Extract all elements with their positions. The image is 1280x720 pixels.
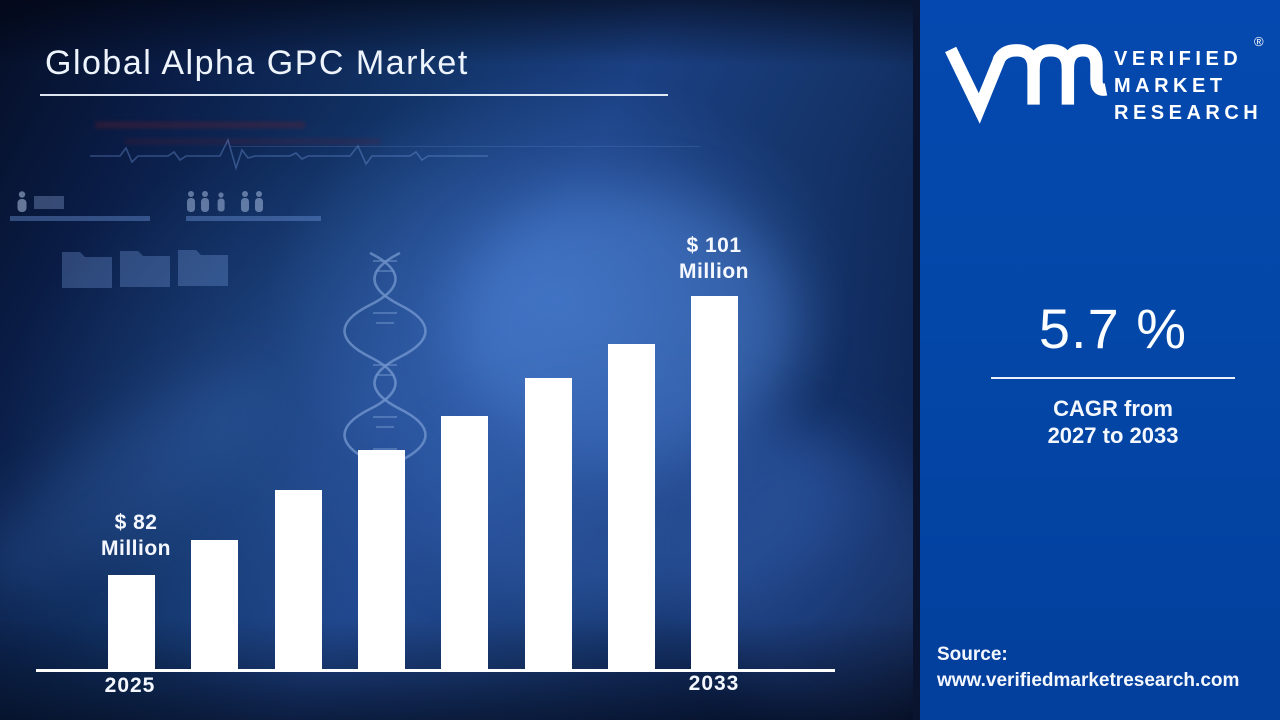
source-url: www.verifiedmarketresearch.com xyxy=(937,670,1240,691)
last-bar-value-label: $ 101 Million xyxy=(639,233,789,285)
panel-separator xyxy=(913,0,920,720)
brand-line-research: RESEARCH xyxy=(1114,102,1263,124)
first-bar-value-label: $ 82 Million xyxy=(61,510,211,562)
cagr-caption-line2: 2027 to 2033 xyxy=(1047,423,1179,448)
source-block: Source: www.verifiedmarketresearch.com xyxy=(937,642,1267,694)
info-panel: VERIFIED MARKET RESEARCH ® 5.7 % CAGR fr… xyxy=(920,0,1280,720)
bar-4 xyxy=(357,450,405,669)
x-tick-2033: 2033 xyxy=(688,672,740,695)
bar-5 xyxy=(441,416,489,669)
first-bar-value-line2: Million xyxy=(101,537,171,560)
last-bar-value-line1: $ 101 xyxy=(686,234,742,257)
bar-3 xyxy=(274,490,322,669)
cagr-value: 5.7 % xyxy=(1038,297,1188,360)
registered-icon: ® xyxy=(1254,34,1264,49)
bar-7 xyxy=(607,344,655,669)
first-bar-value-line1: $ 82 xyxy=(114,511,158,534)
brand-line-verified: VERIFIED xyxy=(1114,48,1243,70)
x-tick-2025: 2025 xyxy=(104,674,156,697)
bar-series xyxy=(108,296,739,669)
vmr-logo-icon xyxy=(945,44,1108,124)
bar-6 xyxy=(524,378,572,669)
brand-line-market: MARKET xyxy=(1114,75,1227,97)
cagr-divider xyxy=(991,377,1235,379)
source-label: Source: xyxy=(937,644,1008,665)
cagr-caption-line1: CAGR from xyxy=(1053,396,1173,421)
bar-1 xyxy=(108,575,155,669)
cagr-block: 5.7 % CAGR from 2027 to 2033 xyxy=(953,296,1273,449)
chart-section: Global Alpha GPC Market $ 82 Million $ 1… xyxy=(0,0,913,720)
brand-name: VERIFIED MARKET RESEARCH xyxy=(1114,46,1262,127)
bar-8 xyxy=(691,296,739,669)
last-bar-value-line2: Million xyxy=(679,260,749,283)
